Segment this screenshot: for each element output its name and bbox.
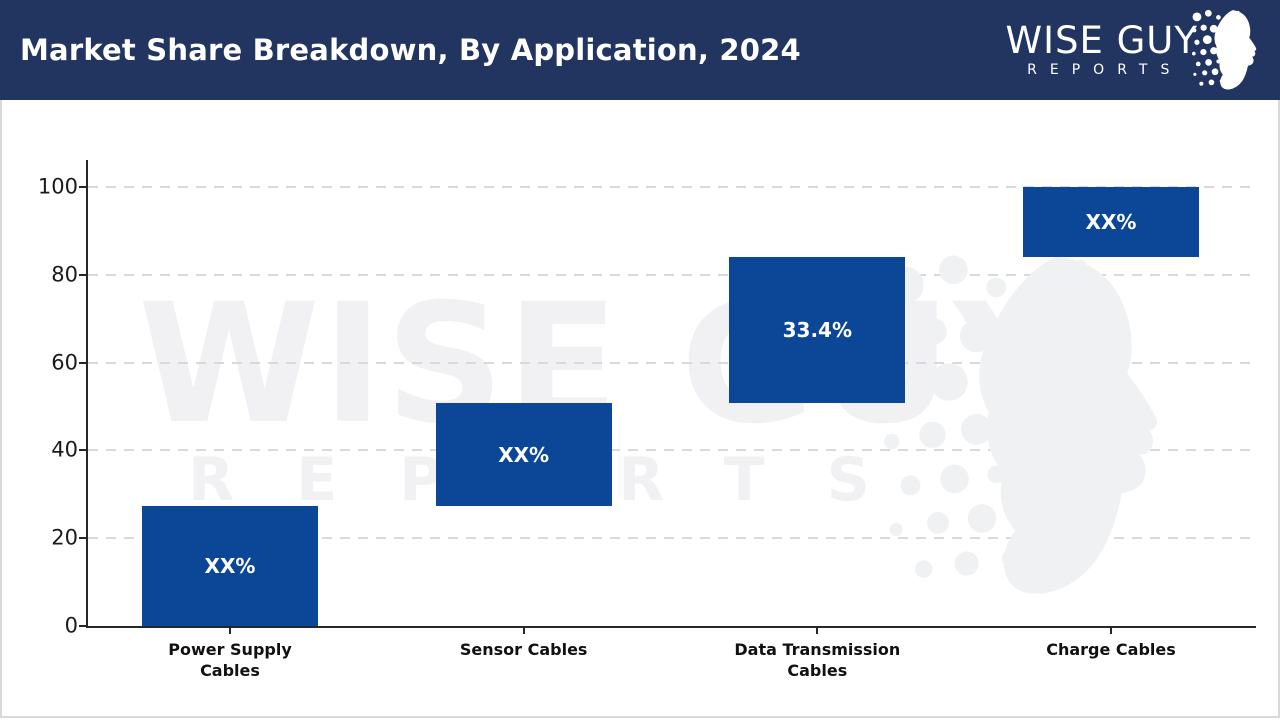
x-axis-tickmark (1110, 628, 1112, 634)
page-title: Market Share Breakdown, By Application, … (20, 33, 801, 67)
logo-name: WISE GUY (1005, 19, 1198, 62)
x-axis-tickmark (229, 628, 231, 634)
bar-value-label: XX% (498, 442, 550, 467)
bar-data-transmission-cables[interactable]: 33.4% (729, 256, 906, 404)
y-gridline (88, 537, 1256, 540)
y-gridline (88, 273, 1256, 276)
logo-text: WISE GUY REPORTS (1005, 19, 1198, 79)
x-axis-tickmark (816, 628, 819, 634)
y-axis-tick-label: 40 (51, 437, 78, 462)
x-axis-category-label: Data Transmission Cables (734, 640, 901, 680)
y-axis-tickmark (79, 186, 88, 188)
y-gridline (88, 361, 1256, 364)
y-axis-tick-label: 60 (51, 350, 78, 375)
bar-value-label: XX% (1085, 209, 1137, 234)
y-axis-tickmark (79, 361, 88, 364)
y-gridline (88, 186, 1256, 188)
x-axis-category-label: Power Supply Cables (168, 640, 292, 680)
x-axis-category-label: Sensor Cables (459, 640, 588, 659)
bar-value-label: XX% (204, 554, 256, 579)
wiseguy-logo: WISE GUY REPORTS (1006, 0, 1272, 100)
bar-charge-cables[interactable]: XX% (1023, 187, 1199, 257)
y-axis-tickmark (79, 625, 88, 627)
y-axis-tickmark (79, 449, 88, 452)
y-axis-tickmark (79, 273, 88, 276)
x-axis-tickmark (522, 628, 525, 634)
x-axis-line (86, 626, 1256, 628)
y-axis-tick-label: 100 (37, 174, 78, 199)
y-axis-tick-label: 20 (51, 525, 78, 550)
bar-power-supply-cables[interactable]: XX% (142, 506, 318, 626)
bar-value-label: 33.4% (782, 318, 853, 343)
watermark-head-profile-dots-icon (872, 222, 1202, 630)
header-bar: Market Share Breakdown, By Application, … (0, 0, 1280, 100)
y-axis-tickmark (79, 537, 88, 540)
y-axis-tick-label: 0 (64, 613, 78, 638)
y-axis-line (86, 160, 88, 628)
logo-subname: REPORTS (1027, 62, 1183, 78)
y-axis-tick-label: 80 (51, 262, 78, 287)
bar-sensor-cables[interactable]: XX% (435, 403, 612, 507)
x-axis-category-label: Charge Cables (1046, 640, 1176, 659)
y-gridline (88, 449, 1256, 452)
